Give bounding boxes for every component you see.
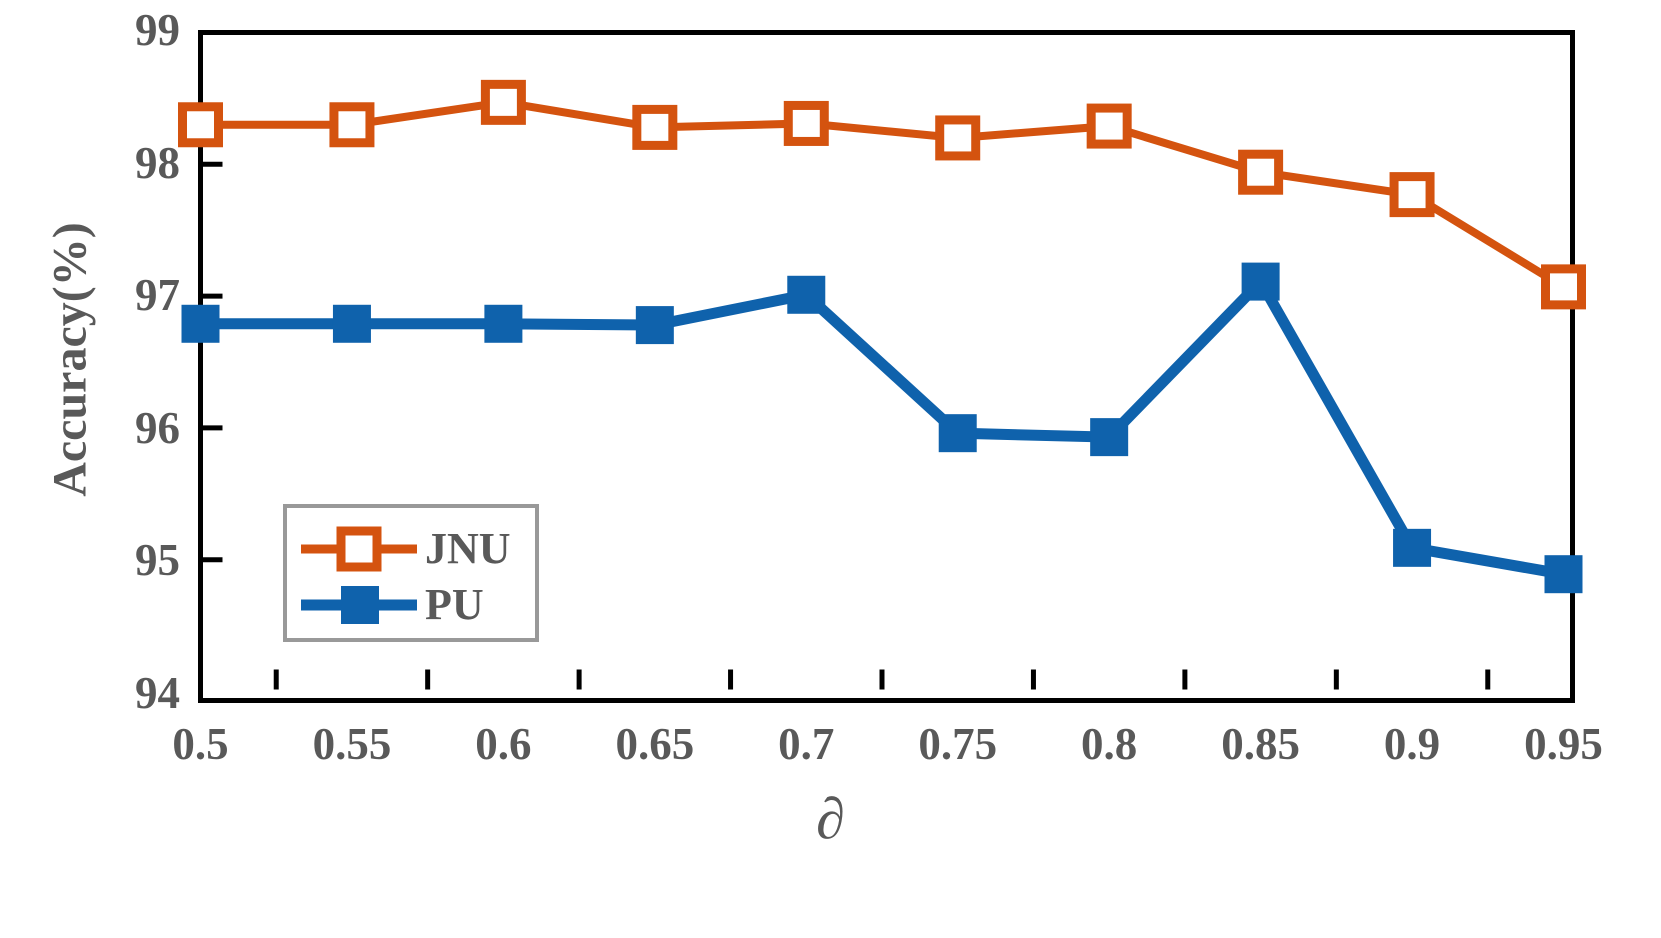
x-axis-title: ∂: [816, 786, 845, 851]
x-tick-label: 0.95: [1524, 719, 1603, 769]
y-axis-title: Accuracy(%): [43, 222, 97, 497]
chart-legend: JNU PU: [283, 504, 539, 642]
legend-swatch-open-square-icon: [299, 526, 419, 572]
x-tick-label: 0.5: [172, 719, 229, 769]
y-tick-label: 96: [135, 403, 180, 453]
y-axis-tick-labels: 99 98 97 96 95 94: [98, 0, 180, 938]
x-tick-label: 0.7: [778, 719, 835, 769]
x-tick-label: 0.65: [615, 719, 695, 769]
legend-item-jnu[interactable]: JNU: [287, 524, 535, 574]
y-tick-label: 94: [135, 668, 180, 718]
x-tick-label: 0.9: [1383, 719, 1441, 769]
x-tick-label: 0.85: [1221, 719, 1300, 769]
legend-item-pu[interactable]: PU: [287, 580, 535, 630]
x-tick-label: 0.55: [312, 719, 392, 769]
y-tick-label: 99: [135, 5, 180, 55]
y-tick-label: 95: [135, 535, 180, 585]
legend-label: PU: [425, 580, 484, 629]
legend-label: JNU: [425, 524, 511, 573]
y-tick-label: 98: [135, 138, 180, 188]
y-tick-label: 97: [135, 270, 180, 320]
x-tick-label: 0.6: [475, 719, 532, 769]
x-tick-label: 0.8: [1081, 719, 1138, 769]
legend-swatch-filled-square-icon: [299, 582, 419, 628]
x-tick-label: 0.75: [918, 719, 998, 769]
